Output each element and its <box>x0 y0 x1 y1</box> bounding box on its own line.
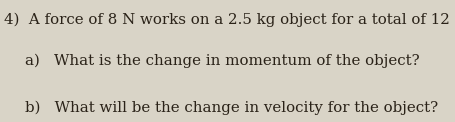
Text: b)   What will be the change in velocity for the object?: b) What will be the change in velocity f… <box>25 100 437 115</box>
Text: a)   What is the change in momentum of the object?: a) What is the change in momentum of the… <box>25 54 419 68</box>
Text: 4)  A force of 8 N works on a 2.5 kg object for a total of 12 seconds: 4) A force of 8 N works on a 2.5 kg obje… <box>4 12 455 27</box>
